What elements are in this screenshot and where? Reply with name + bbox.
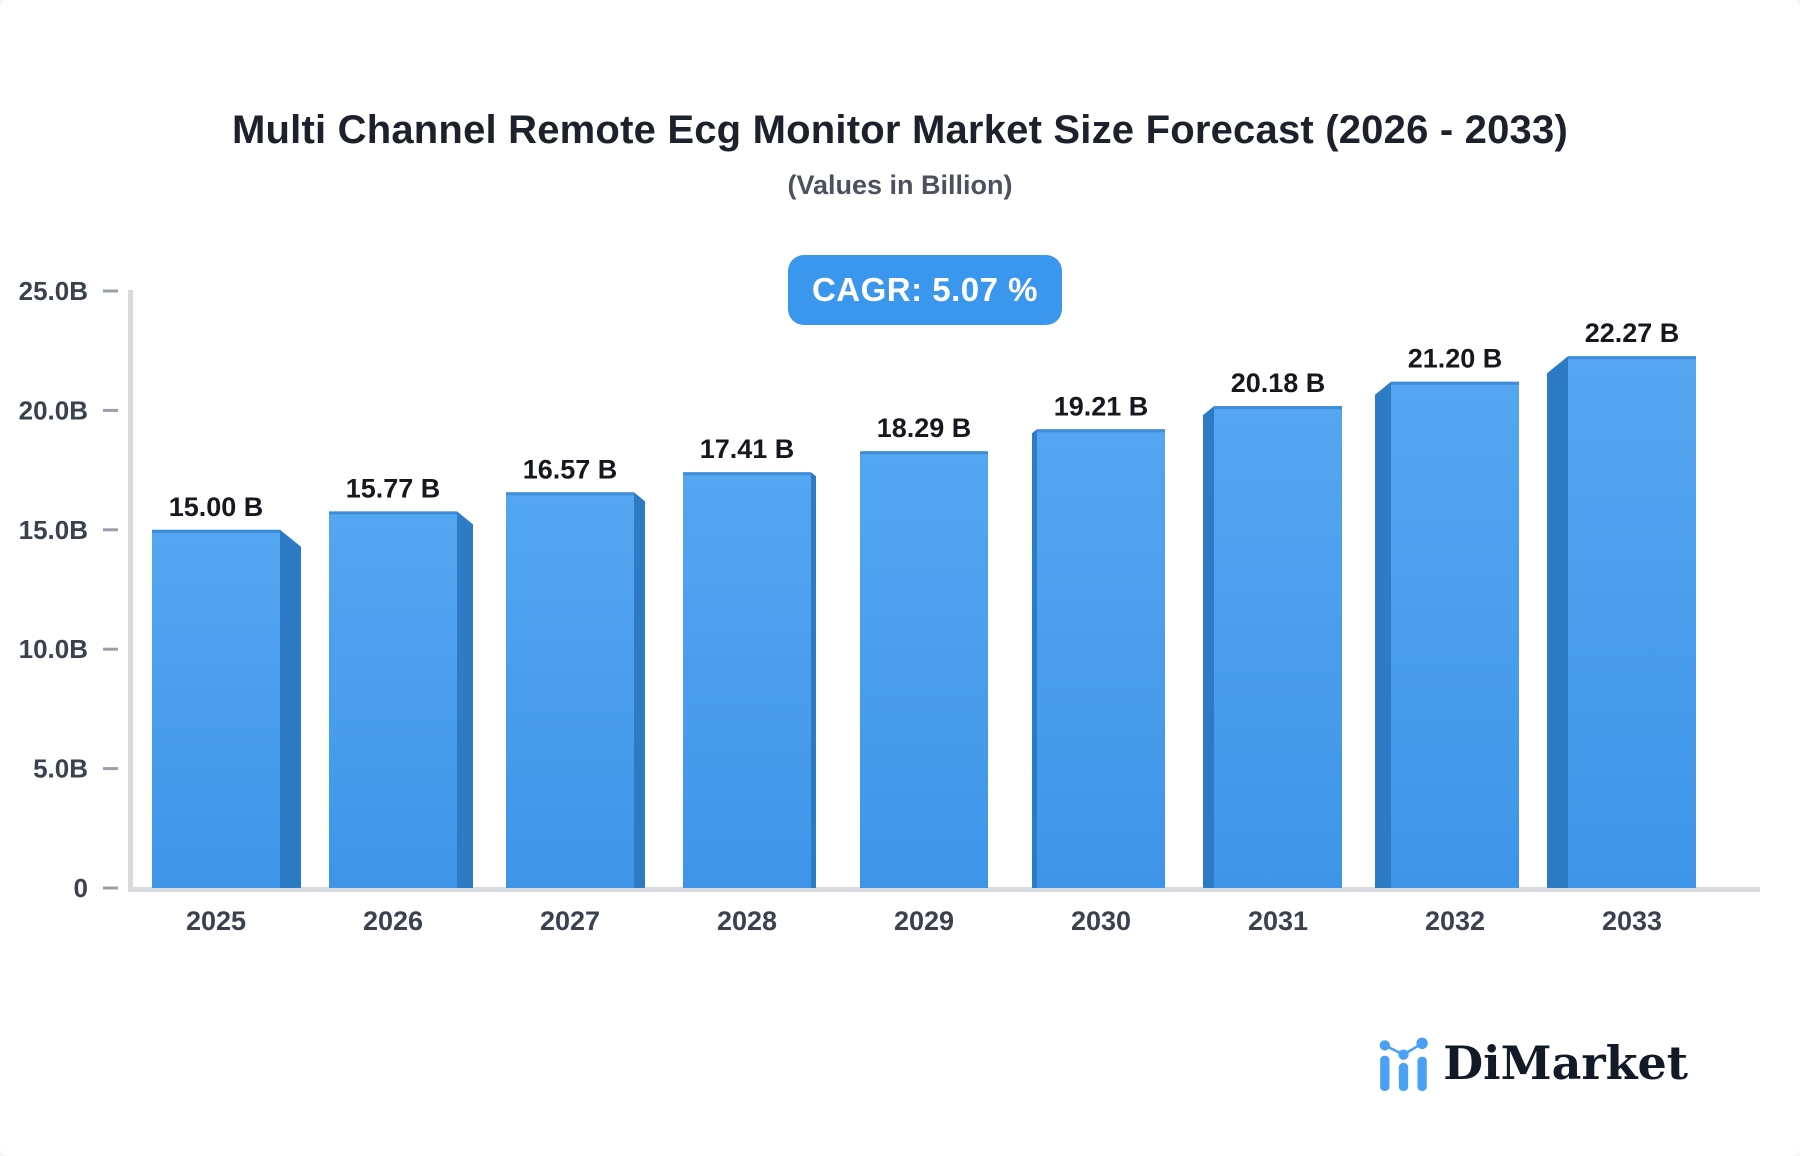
bar-side <box>1203 406 1214 888</box>
bar-value-label: 15.77 B <box>346 473 441 503</box>
bar-value-label: 17.41 B <box>700 434 795 464</box>
y-tick-mark <box>103 886 118 890</box>
bar-face <box>152 529 280 888</box>
chart-title: Multi Channel Remote Ecg Monitor Market … <box>232 108 1568 152</box>
bar-top-edge <box>1568 356 1696 360</box>
y-tick-label: 5.0B <box>33 754 88 784</box>
bar-value-label: 16.57 B <box>523 454 618 484</box>
bar-top-edge <box>683 472 811 476</box>
y-tick-label: 10.0B <box>19 634 88 664</box>
y-axis-line <box>128 290 133 891</box>
y-tick-label: 15.0B <box>19 515 88 545</box>
bar-face <box>1214 406 1342 888</box>
x-category-label: 2032 <box>1425 906 1485 936</box>
bar-value-label: 19.21 B <box>1054 391 1149 421</box>
bar-side <box>634 492 645 888</box>
labels: 0 5.0B 10.0B 15.0B 20.0B 25.0B 15.00 B 2025 15.7… <box>19 276 1680 936</box>
bar-face <box>860 451 988 888</box>
x-category-label: 2030 <box>1071 906 1131 936</box>
bar-top-edge <box>1037 429 1165 433</box>
bar-chart-logo-icon <box>1379 1037 1429 1091</box>
cagr-badge-label: CAGR: 5.07 % <box>811 271 1039 308</box>
y-tick-mark <box>103 289 118 293</box>
bar-value-label: 22.27 B <box>1585 318 1680 348</box>
bar-face <box>683 472 811 888</box>
bar-top-edge <box>152 529 280 533</box>
x-axis-line <box>128 887 1760 892</box>
x-category-label: 2027 <box>540 906 600 936</box>
bar-value-label: 21.20 B <box>1408 344 1503 374</box>
chart-subtitle: (Values in Billion) <box>787 170 1013 200</box>
bar-top-edge <box>1214 406 1342 410</box>
bar-face <box>1037 429 1165 888</box>
bar-side <box>457 511 473 888</box>
y-tick-mark <box>103 767 118 771</box>
bar-face <box>506 492 634 888</box>
y-tick-mark <box>103 408 118 412</box>
axes <box>103 289 1760 892</box>
brand-name: DiMarket <box>1443 1036 1688 1090</box>
bar-side <box>1032 429 1037 888</box>
x-category-label: 2033 <box>1602 906 1662 936</box>
y-tick-label: 20.0B <box>19 395 88 425</box>
y-tick-label: 0 <box>74 873 88 903</box>
bar-top-edge <box>329 511 457 515</box>
bar-value-label: 20.18 B <box>1231 368 1326 398</box>
brand-logo: DiMarket <box>1379 1034 1688 1092</box>
bar-value-label: 18.29 B <box>877 413 972 443</box>
bar-top-edge <box>506 492 634 496</box>
cagr-badge: CAGR: 5.07 % <box>788 255 1062 325</box>
bar-side <box>811 472 816 888</box>
bar-side <box>280 529 301 888</box>
y-tick-mark <box>103 647 118 651</box>
bar-face <box>1391 381 1519 888</box>
y-tick-mark <box>103 528 118 532</box>
x-category-label: 2031 <box>1248 906 1308 936</box>
bar-face <box>329 511 457 888</box>
y-tick-label: 25.0B <box>19 276 88 306</box>
bar-top-edge <box>1391 381 1519 385</box>
bar-top-edge <box>860 451 988 455</box>
x-category-label: 2025 <box>186 906 246 936</box>
bars <box>152 356 1696 889</box>
bar-value-label: 15.00 B <box>169 492 264 522</box>
x-category-label: 2029 <box>894 906 954 936</box>
x-category-label: 2026 <box>363 906 423 936</box>
bar-face <box>1568 356 1696 889</box>
bar-side <box>1547 356 1568 889</box>
x-category-label: 2028 <box>717 906 777 936</box>
bar-side <box>1375 381 1391 888</box>
